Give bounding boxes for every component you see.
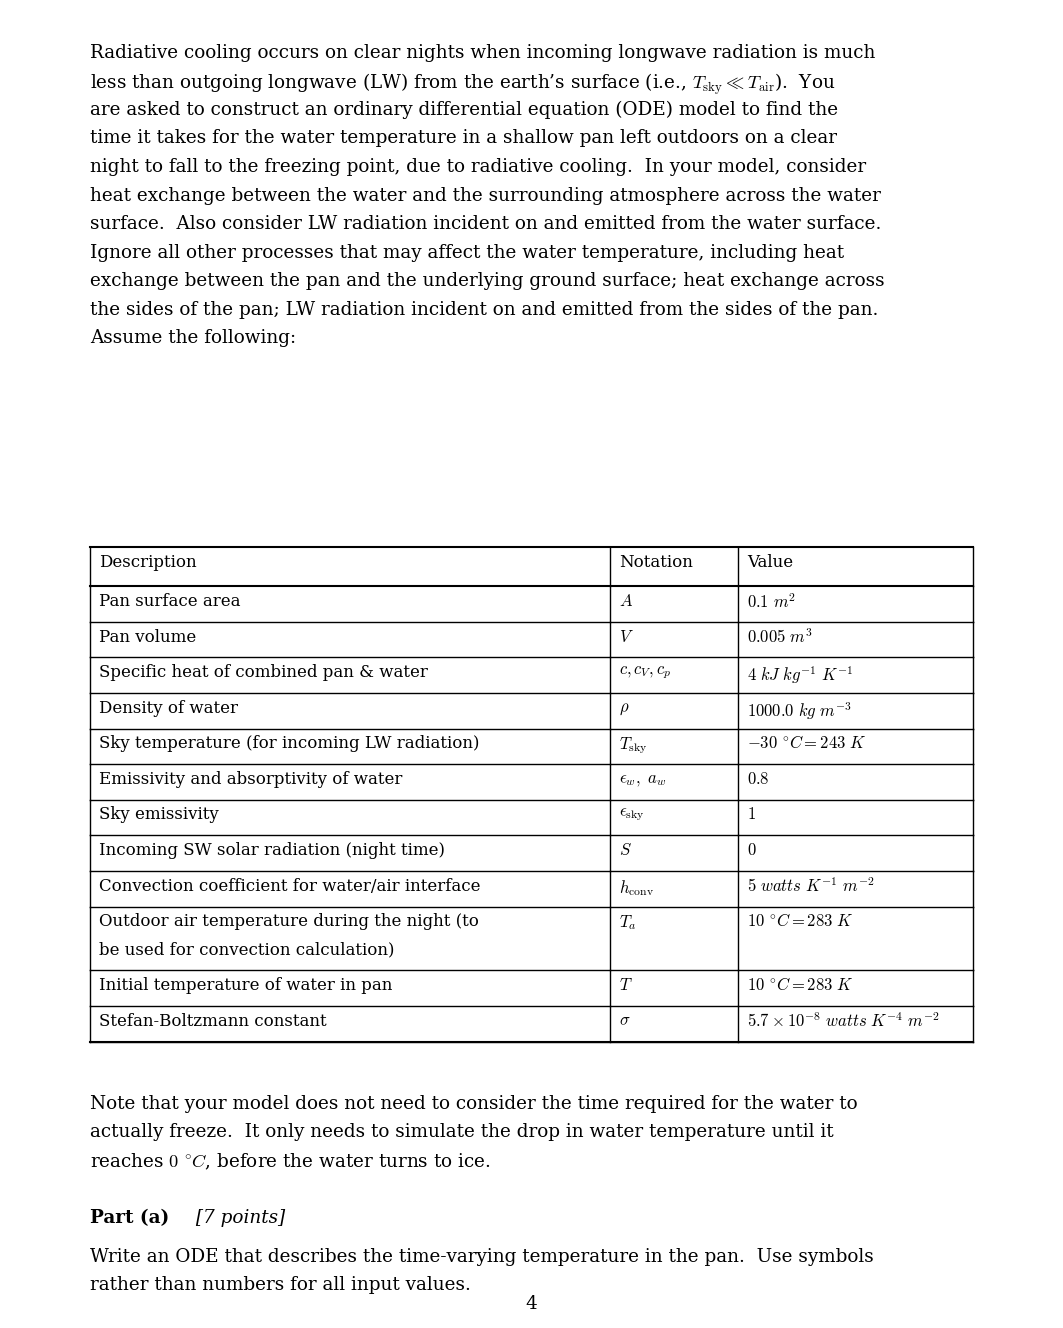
Text: $S$: $S$ [619, 842, 631, 859]
Text: actually freeze.  It only needs to simulate the drop in water temperature until : actually freeze. It only needs to simula… [90, 1123, 834, 1141]
Text: $\epsilon_{\mathrm{sky}}$: $\epsilon_{\mathrm{sky}}$ [619, 806, 644, 823]
Text: Sky temperature (for incoming LW radiation): Sky temperature (for incoming LW radiati… [99, 736, 479, 753]
Text: $0.1\ m^2$: $0.1\ m^2$ [747, 592, 796, 612]
Text: Pan surface area: Pan surface area [99, 592, 240, 610]
Text: Notation: Notation [619, 554, 693, 571]
Text: $0$: $0$ [747, 842, 757, 859]
Text: Outdoor air temperature during the night (to: Outdoor air temperature during the night… [99, 914, 478, 931]
Text: Specific heat of combined pan & water: Specific heat of combined pan & water [99, 664, 427, 681]
Text: Part (a): Part (a) [90, 1208, 170, 1227]
Text: the sides of the pan; LW radiation incident on and emitted from the sides of the: the sides of the pan; LW radiation incid… [90, 300, 879, 319]
Text: Initial temperature of water in pan: Initial temperature of water in pan [99, 977, 392, 995]
Text: $1$: $1$ [747, 806, 756, 823]
Text: heat exchange between the water and the surrounding atmosphere across the water: heat exchange between the water and the … [90, 186, 881, 205]
Text: $A$: $A$ [619, 592, 632, 610]
Text: $4\ kJ\ kg^{-1}\ K^{-1}$: $4\ kJ\ kg^{-1}\ K^{-1}$ [747, 664, 854, 685]
Text: $10\ ^{\circ}C = 283\ K$: $10\ ^{\circ}C = 283\ K$ [747, 977, 854, 995]
Text: be used for convection calculation): be used for convection calculation) [99, 942, 394, 957]
Text: Density of water: Density of water [99, 700, 238, 717]
Text: time it takes for the water temperature in a shallow pan left outdoors on a clea: time it takes for the water temperature … [90, 129, 838, 147]
Text: night to fall to the freezing point, due to radiative cooling.  In your model, c: night to fall to the freezing point, due… [90, 158, 866, 177]
Text: $T_a$: $T_a$ [619, 914, 637, 932]
Text: $0.005\ m^3$: $0.005\ m^3$ [747, 628, 813, 647]
Text: $10\ ^{\circ}C = 283\ K$: $10\ ^{\circ}C = 283\ K$ [747, 914, 854, 931]
Text: Incoming SW solar radiation (night time): Incoming SW solar radiation (night time) [99, 842, 444, 859]
Text: Write an ODE that describes the time-varying temperature in the pan.  Use symbol: Write an ODE that describes the time-var… [90, 1247, 874, 1266]
Text: $5\ watts\ K^{-1}\ m^{-2}$: $5\ watts\ K^{-1}\ m^{-2}$ [747, 878, 875, 896]
Text: $0.8$: $0.8$ [747, 770, 770, 788]
Text: Description: Description [99, 554, 197, 571]
Text: less than outgoing longwave (LW) from the earth’s surface (i.e., $T_{\mathrm{sky: less than outgoing longwave (LW) from th… [90, 72, 836, 98]
Text: Value: Value [747, 554, 793, 571]
Text: Pan volume: Pan volume [99, 628, 196, 645]
Text: $T_{\mathrm{sky}}$: $T_{\mathrm{sky}}$ [619, 736, 647, 756]
Text: Sky emissivity: Sky emissivity [99, 806, 219, 823]
Text: [7 points]: [7 points] [190, 1208, 285, 1227]
Text: Radiative cooling occurs on clear nights when incoming longwave radiation is muc: Radiative cooling occurs on clear nights… [90, 44, 876, 62]
Text: are asked to construct an ordinary differential equation (ODE) model to find the: are asked to construct an ordinary diffe… [90, 101, 839, 120]
Text: $V$: $V$ [619, 628, 634, 645]
Text: Assume the following:: Assume the following: [90, 329, 297, 348]
Text: rather than numbers for all input values.: rather than numbers for all input values… [90, 1276, 471, 1293]
Text: Emissivity and absorptivity of water: Emissivity and absorptivity of water [99, 770, 402, 788]
Text: Stefan-Boltzmann constant: Stefan-Boltzmann constant [99, 1012, 326, 1029]
Text: reaches $0\ ^{\circ}C$, before the water turns to ice.: reaches $0\ ^{\circ}C$, before the water… [90, 1151, 491, 1173]
Text: $\sigma$: $\sigma$ [619, 1012, 630, 1029]
Text: Convection coefficient for water/air interface: Convection coefficient for water/air int… [99, 878, 480, 895]
Text: $h_{\mathrm{conv}}$: $h_{\mathrm{conv}}$ [619, 878, 654, 898]
Text: Note that your model does not need to consider the time required for the water t: Note that your model does not need to co… [90, 1094, 858, 1113]
Text: Ignore all other processes that may affect the water temperature, including heat: Ignore all other processes that may affe… [90, 243, 844, 262]
Text: $c, c_V, c_p$: $c, c_V, c_p$ [619, 664, 671, 681]
Text: $-30\ ^{\circ}C = 243\ K$: $-30\ ^{\circ}C = 243\ K$ [747, 736, 866, 753]
Text: $\rho$: $\rho$ [619, 700, 629, 717]
Text: 4: 4 [525, 1295, 538, 1313]
Text: exchange between the pan and the underlying ground surface; heat exchange across: exchange between the pan and the underly… [90, 272, 885, 291]
Text: $T$: $T$ [619, 977, 632, 995]
Text: $5.7 \times 10^{-8}\ watts\ K^{-4}\ m^{-2}$: $5.7 \times 10^{-8}\ watts\ K^{-4}\ m^{-… [747, 1012, 940, 1032]
Text: $\epsilon_w,\ a_w$: $\epsilon_w,\ a_w$ [619, 770, 667, 788]
Text: $1000.0\ kg\ m^{-3}$: $1000.0\ kg\ m^{-3}$ [747, 700, 851, 721]
Text: surface.  Also consider LW radiation incident on and emitted from the water surf: surface. Also consider LW radiation inci… [90, 215, 881, 234]
